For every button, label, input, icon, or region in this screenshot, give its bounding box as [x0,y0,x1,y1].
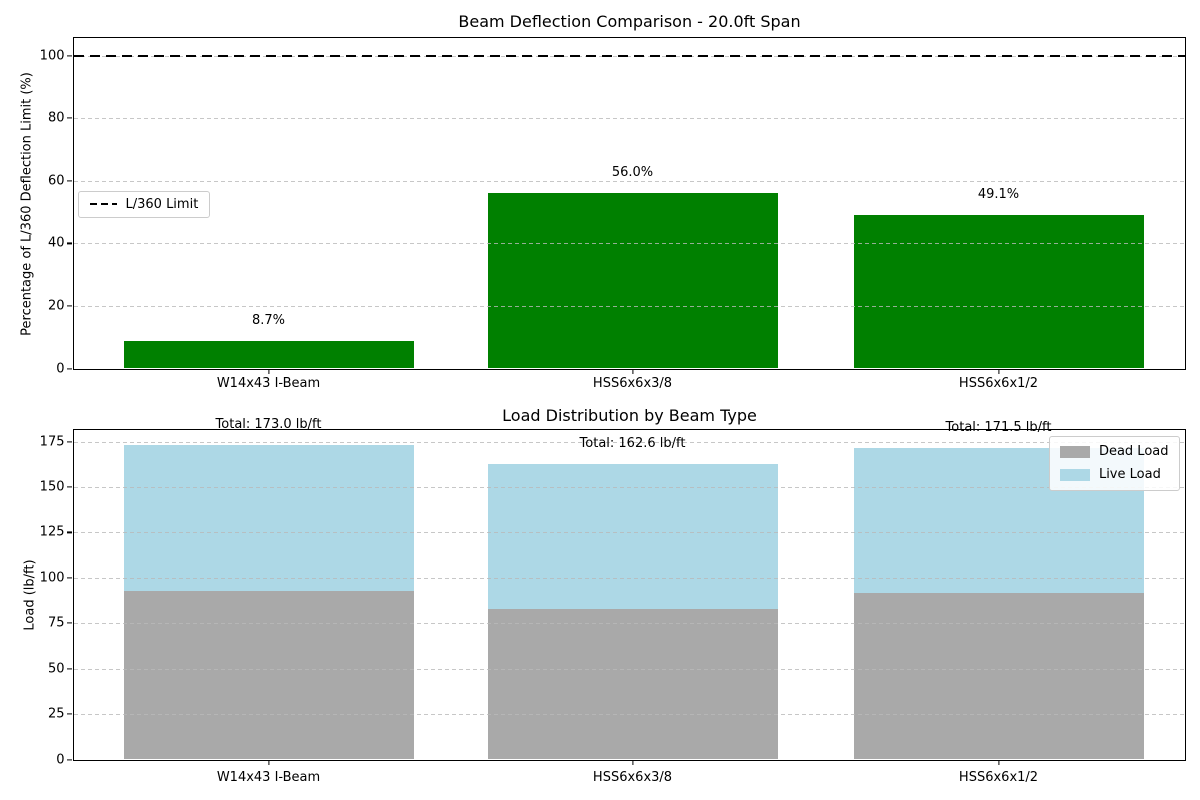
load-chart-title: Load Distribution by Beam Type [502,406,757,425]
gridline-20 [73,305,1185,307]
y-tick-label-40: 40 [47,235,65,251]
legend-row-dead-load: Dead Load [1059,443,1169,461]
live-load-legend-swatch [1059,468,1090,481]
y-tick-mark-20 [66,305,72,307]
y-tick-label-0: 0 [56,361,65,376]
live-load-bar-HSS6x6x3/8 [487,464,778,610]
y-tick-mark-125 [66,531,72,534]
x-tick-mark-HSS6x6x1/2 [997,368,1000,374]
gridline-175 [73,441,1185,443]
live-load-legend-label: Live Load [1098,467,1161,482]
y-tick-label-20: 20 [47,298,65,314]
y-tick-label-25: 25 [47,706,65,722]
deflection-bar-HSS6x6x3/8 [487,193,778,369]
y-tick-mark-100 [66,55,72,57]
x-tick-label-W14x43 I-Beam: W14x43 I-Beam [216,769,321,785]
l360-limit-line [73,54,1185,57]
x-tick-mark-HSS6x6x1/2 [997,759,1000,765]
deflection-bar-HSS6x6x1/2 [853,214,1144,369]
y-tick-label-75: 75 [47,615,65,631]
gridline-75 [73,623,1185,625]
y-tick-label-100: 100 [39,48,65,64]
stack-total-label: Total: 171.5 lb/ft [945,420,1052,436]
y-tick-mark-175 [66,441,72,443]
y-tick-mark-50 [66,668,72,670]
y-tick-label-0: 0 [56,752,65,767]
y-tick-label-100: 100 [39,570,65,586]
x-tick-mark-W14x43 I-Beam [267,368,270,374]
y-tick-mark-75 [66,622,72,624]
dead-load-bar-HSS6x6x1/2 [853,593,1144,760]
x-tick-mark-HSS6x6x3/8 [631,759,634,765]
bar-value-label: 8.7% [251,313,286,329]
deflection-chart-title: Beam Deflection Comparison - 20.0ft Span [458,12,801,31]
y-tick-mark-40 [66,242,72,244]
bar-value-label: 56.0% [611,165,654,181]
dead-load-legend-swatch [1059,445,1090,458]
bar-value-label: 49.1% [977,186,1020,202]
y-tick-mark-0 [66,758,72,761]
y-tick-mark-0 [66,367,72,370]
dashed-line-legend-swatch [89,203,117,205]
gridline-100 [73,577,1185,579]
y-tick-mark-80 [66,117,72,119]
x-tick-label-HSS6x6x1/2: HSS6x6x1/2 [958,375,1039,391]
y-tick-label-50: 50 [47,661,65,677]
y-tick-mark-100 [66,577,72,579]
dead-load-bar-HSS6x6x3/8 [487,609,778,760]
dead-load-bar-W14x43 I-Beam [123,590,414,760]
deflection-bar-W14x43 I-Beam [123,341,414,369]
y-tick-label-60: 60 [47,173,65,189]
gridline-25 [73,714,1185,716]
x-tick-label-HSS6x6x3/8: HSS6x6x3/8 [592,375,673,391]
y-tick-label-150: 150 [39,479,65,495]
gridline-50 [73,668,1185,670]
deflection-legend: L/360 Limit [77,190,211,218]
y-tick-label-80: 80 [47,110,65,126]
dead-load-legend-label: Dead Load [1098,444,1169,459]
y-tick-mark-25 [66,713,72,715]
deflection-plot-area: L/360 Limit 0 20 40 60 80 100 8.7% W14x43 I-Bea… [40,36,1186,391]
x-tick-label-HSS6x6x3/8: HSS6x6x3/8 [592,769,673,785]
y-tick-mark-60 [66,180,72,182]
y-tick-mark-150 [66,486,72,488]
gridline-80 [73,118,1185,120]
y-tick-label-125: 125 [39,524,65,540]
load-legend: Dead Load Live Load [1048,435,1180,491]
x-tick-label-HSS6x6x1/2: HSS6x6x1/2 [958,769,1039,785]
y-tick-label-175: 175 [39,434,65,450]
load-plot-area: Dead Load Live Load 0 25 50 75 100 125 150 175 T… [40,418,1186,785]
live-load-bar-W14x43 I-Beam [123,445,414,591]
limit-line-legend-label: L/360 Limit [125,196,199,212]
x-tick-label-W14x43 I-Beam: W14x43 I-Beam [216,375,321,391]
load-y-axis-label: Load (lb/ft) [22,559,38,631]
gridline-150 [73,487,1185,489]
gridline-125 [73,532,1185,534]
x-tick-mark-W14x43 I-Beam [267,759,270,765]
x-tick-mark-HSS6x6x3/8 [631,368,634,374]
gridline-40 [73,243,1185,245]
deflection-y-axis-label: Percentage of L/360 Deflection Limit (%) [19,72,35,336]
legend-row-live-load: Live Load [1059,466,1169,484]
stack-total-label: Total: 162.6 lb/ft [579,436,686,452]
stack-total-label: Total: 173.0 lb/ft [215,417,322,433]
gridline-60 [73,180,1185,182]
